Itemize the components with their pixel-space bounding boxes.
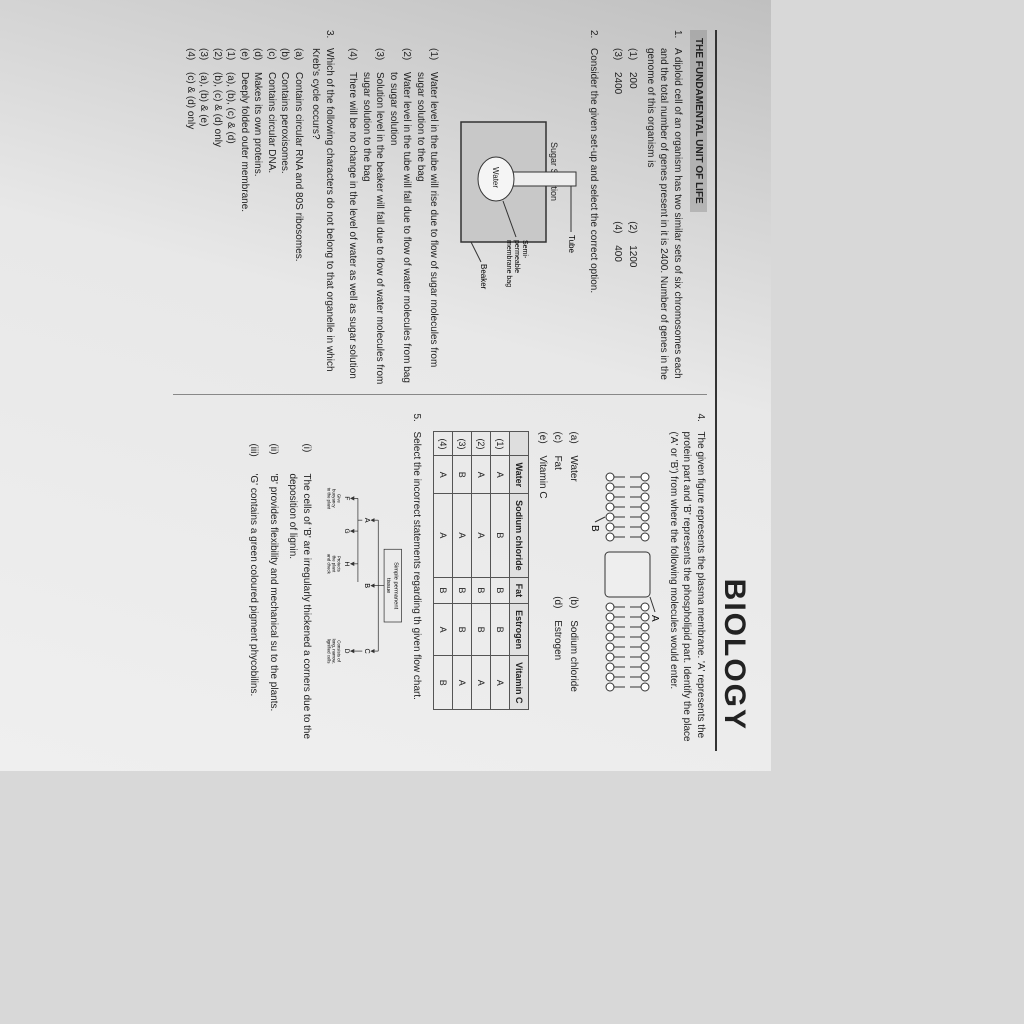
beaker-label: Beaker	[479, 264, 488, 290]
left-column: THE FUNDAMENTAL UNIT OF LIFE 1. A diploi…	[174, 30, 708, 395]
svg-text:D: D	[343, 649, 350, 654]
sub-option: (d)Makes its own proteins.	[251, 48, 265, 384]
sub-option: (e)Vitamin C	[536, 431, 550, 586]
svg-text:buoyancy: buoyancy	[332, 489, 337, 508]
option: (1)Water level in the tube will rise due…	[414, 48, 441, 384]
tube-label: Tube	[567, 235, 576, 253]
q-text: Select the incorrect statements regardin…	[409, 431, 423, 751]
sub-option: (a)Water	[567, 431, 581, 586]
option: (2)(b), (c) & (d) only	[211, 48, 225, 384]
statement: (ii)'B' provides flexibility and mechani…	[266, 443, 280, 751]
statement: (iii)'G' contains a green coloured pigme…	[247, 443, 261, 751]
svg-text:the plant: the plant	[332, 556, 337, 574]
q-text: The given figure represents the plasma m…	[667, 431, 708, 751]
sub-option: (c)Fat	[551, 431, 565, 586]
svg-text:long, narrow,: long, narrow,	[332, 639, 337, 664]
svg-text:A: A	[363, 518, 372, 523]
option: (4)400	[611, 221, 625, 384]
svg-text:membrane bag: membrane bag	[505, 240, 512, 287]
option: (3)(a), (b) & (e)	[197, 48, 211, 384]
flow-chart: Simple permanent tissue A B C	[319, 413, 404, 751]
q-number: 2.	[587, 30, 601, 48]
option: (2)1200	[626, 221, 640, 384]
q-number: 5.	[409, 413, 423, 431]
svg-text:Give: Give	[337, 494, 342, 504]
option: (4)There will be no change in the level …	[346, 48, 360, 384]
svg-text:to the plant: to the plant	[327, 488, 332, 510]
question-2: 2. Consider the given set-up and select …	[346, 30, 601, 384]
svg-text:C: C	[363, 649, 372, 654]
question-3: 3. Which of the following characters do …	[184, 30, 337, 384]
option: (3)2400	[611, 48, 625, 211]
svg-text:Consists of: Consists of	[337, 641, 342, 663]
q-text: Which of the following characters do not…	[309, 48, 336, 384]
q-text: Consider the given set-up and select the…	[587, 48, 601, 384]
svg-text:H: H	[343, 562, 350, 567]
table-row: (1)ABBBA	[491, 432, 510, 710]
sub-option: (c)Contains circular DNA.	[265, 48, 279, 384]
beaker-diagram: Sugar Solution Water Tube Semi- permeabl…	[447, 30, 582, 384]
flow-top: Simple permanent	[393, 562, 399, 609]
sub-option: (d)Estrogen	[551, 596, 565, 751]
label-a: A	[650, 615, 661, 622]
q-text: A diploid cell of an organism has two si…	[644, 48, 685, 384]
option: (1)200	[626, 48, 640, 211]
svg-text:F: F	[343, 497, 350, 501]
svg-text:permeable: permeable	[513, 240, 520, 273]
option: (2)Water level in the tube will fall due…	[387, 48, 414, 384]
sub-option: (b)Contains peroxisomes.	[278, 48, 292, 384]
section-header: THE FUNDAMENTAL UNIT OF LIFE	[690, 30, 707, 212]
membrane-diagram: A B	[586, 413, 661, 751]
table-row: (3)BABBA	[452, 432, 471, 710]
option: (3)Solution level in the beaker will fal…	[360, 48, 387, 384]
svg-text:tissue: tissue	[385, 578, 391, 593]
table-row: (2)AABBA	[472, 432, 491, 710]
q-number: 1.	[671, 30, 685, 48]
water-label: Water	[491, 167, 500, 188]
option: (1)(a), (b), (c) & (d)	[224, 48, 238, 384]
right-column: 4. The given figure represents the plasm…	[174, 413, 708, 751]
sub-option: (e)Deeply folded outer membrane.	[238, 48, 252, 384]
svg-text:G: G	[343, 529, 350, 534]
option: (4)(c) & (d) only	[184, 48, 198, 384]
page-title: BIOLOGY	[715, 30, 751, 751]
question-5: 5. Select the incorrect statements regar…	[247, 413, 423, 751]
label-b: B	[591, 525, 601, 532]
q-number: 3.	[323, 30, 337, 48]
semi-label: Semi-	[521, 240, 528, 259]
answer-table: Water Sodium chloride Fat Estrogen Vitam…	[433, 431, 530, 710]
svg-text:and check: and check	[327, 554, 332, 575]
svg-text:lignified cells: lignified cells	[327, 639, 332, 665]
question-1: 1. A diploid cell of an organism has two…	[611, 30, 685, 384]
statement: (i)The cells of 'B' are irregularly thic…	[286, 443, 313, 751]
svg-text:Protects: Protects	[337, 556, 342, 573]
table-row: (4)AABAB	[433, 432, 452, 710]
svg-text:B: B	[363, 583, 372, 588]
sub-option: (b)Sodium chloride	[567, 596, 581, 751]
sub-option: (a)Contains circular RNA and 80S ribosom…	[292, 48, 306, 384]
question-4: 4. The given figure represents the plasm…	[433, 413, 707, 751]
q-number: 4.	[694, 413, 708, 431]
